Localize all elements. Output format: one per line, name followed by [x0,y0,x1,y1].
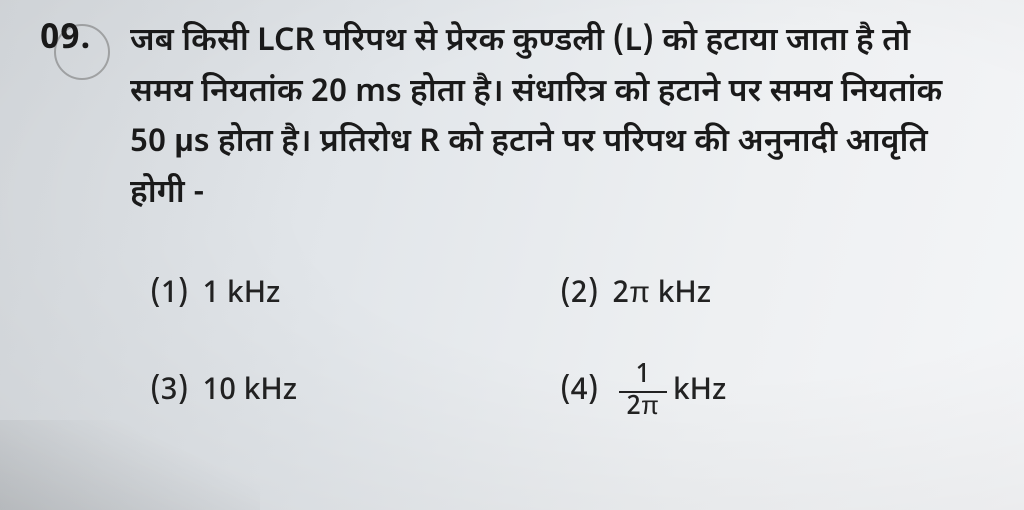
edge-shadow [0,420,260,510]
option-2-num: (2) [560,276,599,315]
option-4-num: (4) [560,373,599,412]
option-3: (3) 10 kHz [150,373,520,412]
option-1: (1) 1 kHz [150,276,520,315]
option-2: (2) 2π kHz [560,276,930,315]
option-4-frac-bot: 2π [619,395,667,421]
option-1-label: 1 kHz [203,276,281,315]
question-row: 09. जब किसी LCR परिपथ से प्रेरक कुण्डली … [40,18,984,220]
option-3-num: (3) [150,373,189,412]
page: 09. जब किसी LCR परिपथ से प्रेरक कुण्डली … [0,0,1024,510]
option-4-frac-top: 1 [628,363,658,389]
option-4: (4) 1 2π kHz [560,363,930,421]
option-4-fraction: 1 2π [619,363,667,421]
option-1-num: (1) [150,276,189,315]
question-number: 09. [40,18,91,62]
question-number-wrap: 09. [40,18,130,78]
option-2-label: 2π kHz [613,276,712,315]
option-4-suffix: kHz [673,373,726,412]
option-3-label: 10 kHz [203,373,298,412]
question-text: जब किसी LCR परिपथ से प्रेरक कुण्डली (L) … [130,18,984,220]
options-grid: (1) 1 kHz (2) 2π kHz (3) 10 kHz (4) 1 2π… [150,276,984,421]
